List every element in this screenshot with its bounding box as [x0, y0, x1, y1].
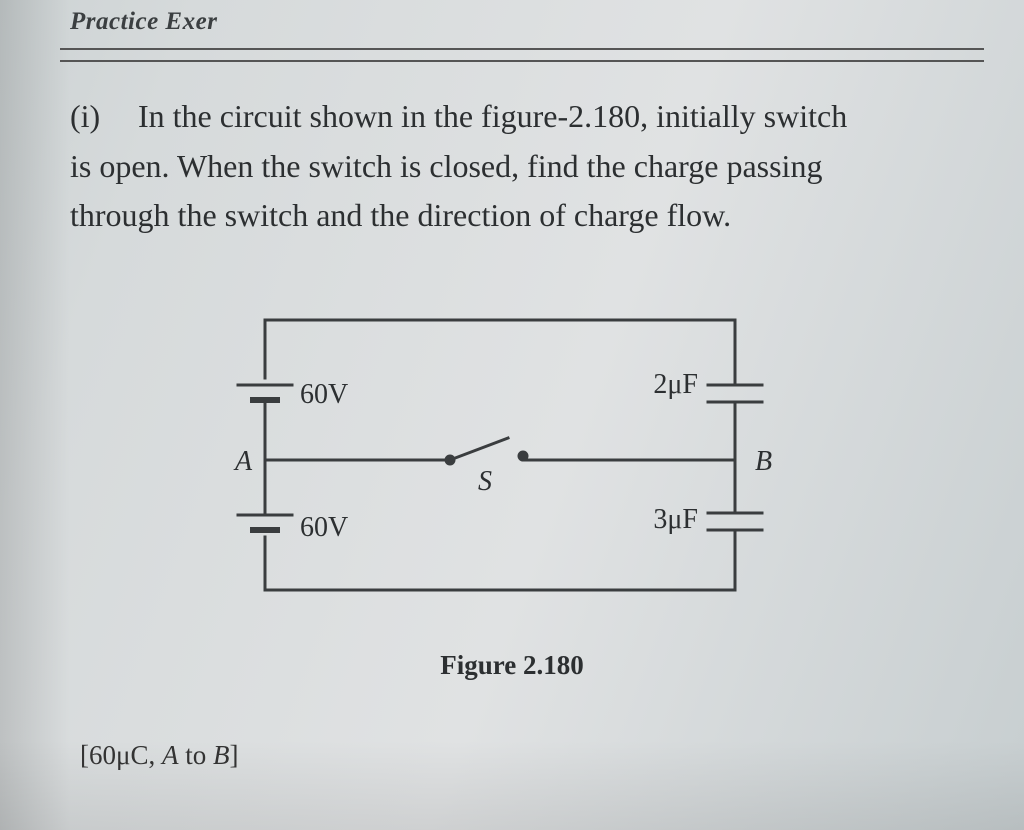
battery-bottom-label: 60V [300, 512, 348, 543]
battery-top-label: 60V [300, 379, 348, 410]
question-text-line3: through the switch and the direction of … [70, 197, 731, 233]
circuit-figure: 60V 60V 2μF 3μF A B S [175, 290, 815, 630]
question-text-line2: is open. When the switch is closed, find… [70, 148, 822, 184]
cap-2uF-label: 2μF [653, 369, 698, 400]
circuit-svg: 60V 60V 2μF 3μF A B S [175, 290, 815, 630]
wire-bottom [265, 537, 735, 590]
cap-3uF-label: 3μF [653, 504, 698, 535]
switch-label: S [478, 466, 492, 497]
node-A-label: A [233, 446, 253, 477]
question-block: (i) In the circuit shown in the figure-2… [70, 92, 974, 241]
switch-arm [450, 438, 508, 460]
question-number: (i) [70, 92, 130, 142]
node-B-label: B [755, 446, 772, 477]
page: Practice Exer (i) In the circuit shown i… [0, 0, 1024, 830]
question-text-line1: In the circuit shown in the figure-2.180… [138, 98, 847, 134]
page-shade-left [0, 0, 70, 830]
answer-text: [[60μC, A to B]60μC, A to B] [80, 740, 239, 771]
header-rule-bottom [60, 60, 984, 62]
header-rule-top [60, 48, 984, 50]
figure-caption: Figure 2.180 [0, 650, 1024, 681]
section-header: Practice Exer [70, 8, 217, 36]
